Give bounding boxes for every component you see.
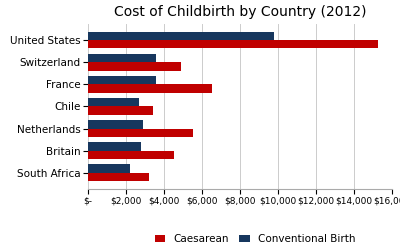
Bar [88,106,153,115]
Bar [88,165,130,173]
Bar [88,142,141,151]
Bar [88,40,378,48]
Bar [88,84,212,93]
Legend: Caesarean, Conventional Birth: Caesarean, Conventional Birth [150,230,360,242]
Bar [88,76,156,84]
Bar [88,173,149,181]
Bar [88,62,181,71]
Bar [88,129,192,137]
Bar [88,151,174,159]
Bar [88,32,274,40]
Bar [88,120,143,129]
Bar [88,54,156,62]
Title: Cost of Childbirth by Country (2012): Cost of Childbirth by Country (2012) [114,5,366,19]
Bar [88,98,139,106]
